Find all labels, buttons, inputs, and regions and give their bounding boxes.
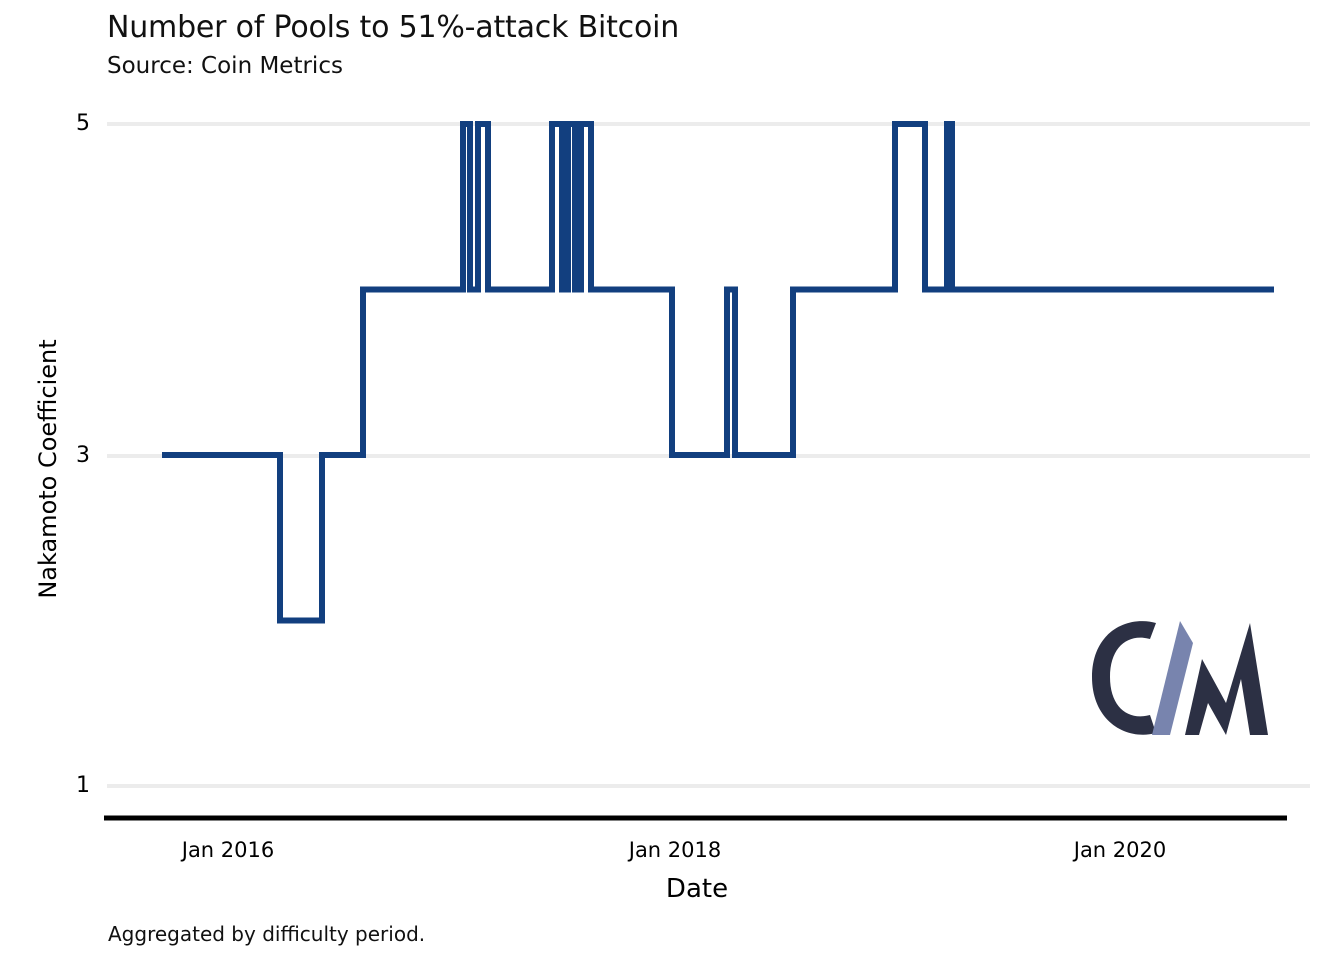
x-tick-label-jan-2016: Jan 2016 <box>181 838 275 862</box>
y-tick-label-5: 5 <box>76 111 90 136</box>
coin-metrics-logo <box>1092 621 1268 735</box>
y-tick-label-3: 3 <box>76 443 90 468</box>
logo-letter-m <box>1185 623 1268 735</box>
logo-slash <box>1152 621 1193 735</box>
chart-title: Number of Pools to 51%-attack Bitcoin <box>107 10 680 45</box>
x-tick-label-jan-2018: Jan 2018 <box>628 838 722 862</box>
chart-subtitle: Source: Coin Metrics <box>107 53 343 79</box>
logo-letter-c <box>1092 621 1156 735</box>
data-series-line <box>162 121 1274 624</box>
y-tick-label-1: 1 <box>76 773 90 798</box>
x-tick-label-jan-2020: Jan 2020 <box>1073 838 1167 862</box>
x-axis-label: Date <box>665 874 729 904</box>
chart-footnote: Aggregated by difficulty period. <box>108 922 426 946</box>
